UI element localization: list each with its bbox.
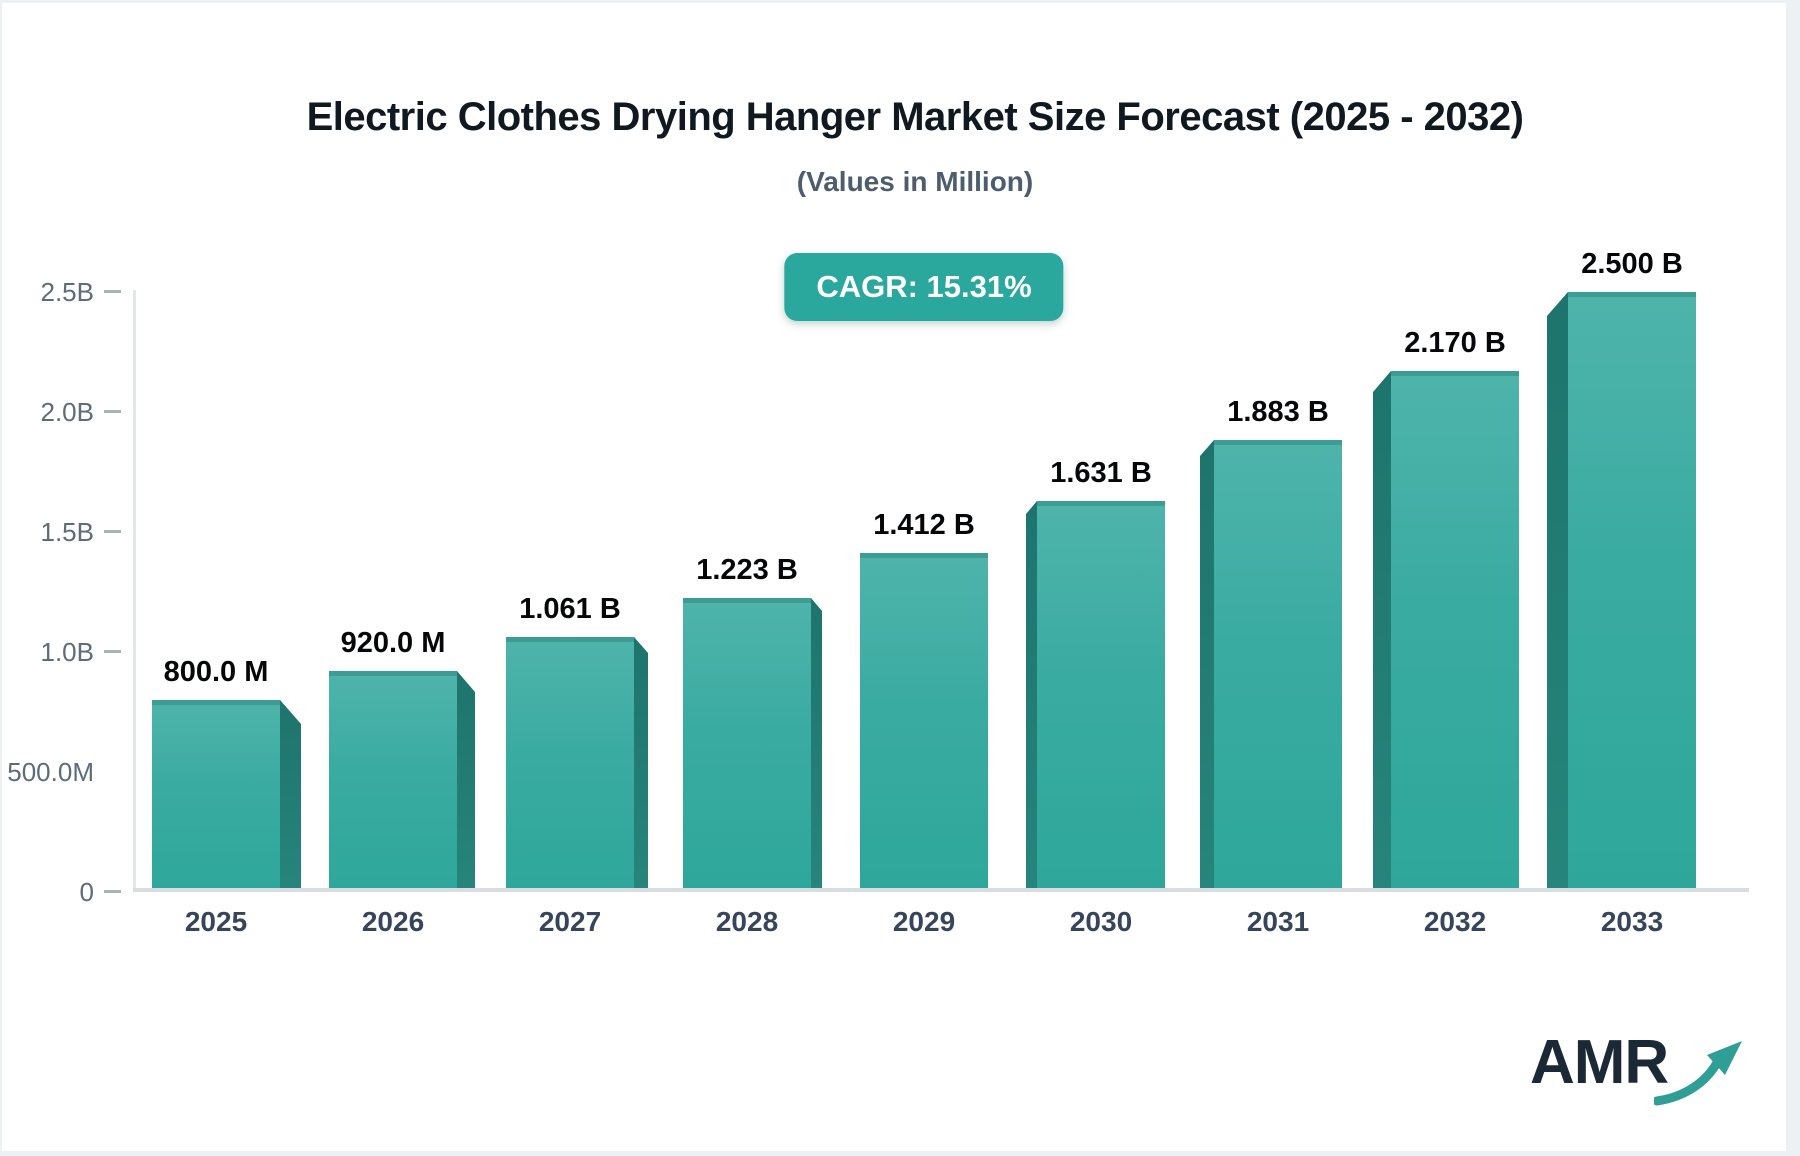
bar-top-edge (506, 637, 634, 642)
bar-side-face-2028 (811, 598, 822, 892)
bar-side-face-2030 (1026, 501, 1037, 892)
bar-top-edge (683, 598, 811, 603)
bar-2033 (1568, 292, 1696, 892)
bar-2026 (329, 671, 457, 892)
amr-logo-text: AMR (1530, 1028, 1669, 1097)
x-axis-label-2032: 2032 (1423, 906, 1487, 937)
y-axis-line (133, 290, 136, 892)
bar-2029 (860, 553, 988, 892)
bar-side-face-2027 (634, 637, 648, 892)
bar-value-label-2027: 1.061 B (519, 593, 621, 625)
bar-side-face-2026 (457, 671, 475, 892)
bar-top-edge (1568, 292, 1696, 297)
bar-top-edge (860, 553, 988, 558)
bar-value-label-2029: 1.412 B (873, 509, 975, 541)
y-axis-tick-label: 1.5B (40, 517, 95, 547)
bar-side-face-2031 (1200, 440, 1214, 892)
bar-value-label-2031: 1.883 B (1227, 396, 1329, 428)
x-axis-baseline (133, 888, 1749, 892)
bar-top-edge (329, 671, 457, 676)
y-axis-tick-label: 1.0B (40, 637, 95, 667)
chart-card: Electric Clothes Drying Hanger Market Si… (2, 3, 1786, 1151)
y-axis-tick-label: 2.0B (40, 397, 95, 427)
bar-value-label-2028: 1.223 B (696, 554, 798, 586)
x-axis-label-2031: 2031 (1246, 906, 1310, 937)
growth-arrow-icon (1654, 1041, 1743, 1106)
bar-value-label-2032: 2.170 B (1404, 327, 1506, 359)
bar-2030 (1037, 501, 1165, 892)
x-axis-label-2027: 2027 (538, 906, 602, 937)
x-axis-label-2026: 2026 (361, 906, 425, 937)
x-axis-label-2029: 2029 (892, 906, 956, 937)
bar-top-edge (1391, 371, 1519, 376)
bar-side-face-2032 (1373, 371, 1391, 892)
y-axis-tick-label: 2.5B (40, 277, 95, 307)
bar-2032 (1391, 371, 1519, 892)
bar-2031 (1214, 440, 1342, 892)
bar-value-label-2030: 1.631 B (1050, 457, 1152, 489)
x-axis-label-2025: 2025 (184, 906, 248, 937)
bar-top-edge (1037, 501, 1165, 506)
x-axis-label-2033: 2033 (1600, 906, 1664, 937)
amr-logo: AMR (1530, 1028, 1746, 1109)
chart-title: Electric Clothes Drying Hanger Market Si… (306, 95, 1524, 139)
x-axis-label-2030: 2030 (1069, 906, 1133, 937)
y-axis-tick-label: 0 (79, 877, 94, 907)
bar-value-label-2026: 920.0 M (340, 627, 446, 659)
x-axis-label-2028: 2028 (715, 906, 779, 937)
y-axis-tick-mark (104, 410, 121, 413)
plot-area: 2.5B 2.0B 1.5B 1.0B 500.0M 0 800.0 M 2025 920.0 … (2, 3, 1786, 1151)
y-axis-tick-mark (104, 650, 121, 653)
bar-top-edge (152, 700, 280, 705)
bar-2025 (152, 700, 280, 892)
cagr-badge: CAGR: 15.31% (784, 253, 1064, 321)
chart-subtitle: (Values in Million) (796, 166, 1034, 197)
bar-2028 (683, 598, 811, 892)
bar-side-face-2025 (280, 700, 301, 892)
bar-top-edge (1214, 440, 1342, 445)
bar-2027 (506, 637, 634, 892)
y-axis-tick-mark (104, 890, 121, 893)
y-axis-tick-label: 500.0M (7, 757, 94, 787)
bar-value-label-2033: 2.500 B (1581, 248, 1683, 280)
chart-header: Electric Clothes Drying Hanger Market Si… (2, 95, 1786, 198)
bar-side-face-2033 (1547, 292, 1568, 892)
bar-value-label-2025: 800.0 M (163, 656, 269, 688)
y-axis-tick-mark (104, 530, 121, 533)
y-axis-tick-mark (104, 290, 121, 293)
